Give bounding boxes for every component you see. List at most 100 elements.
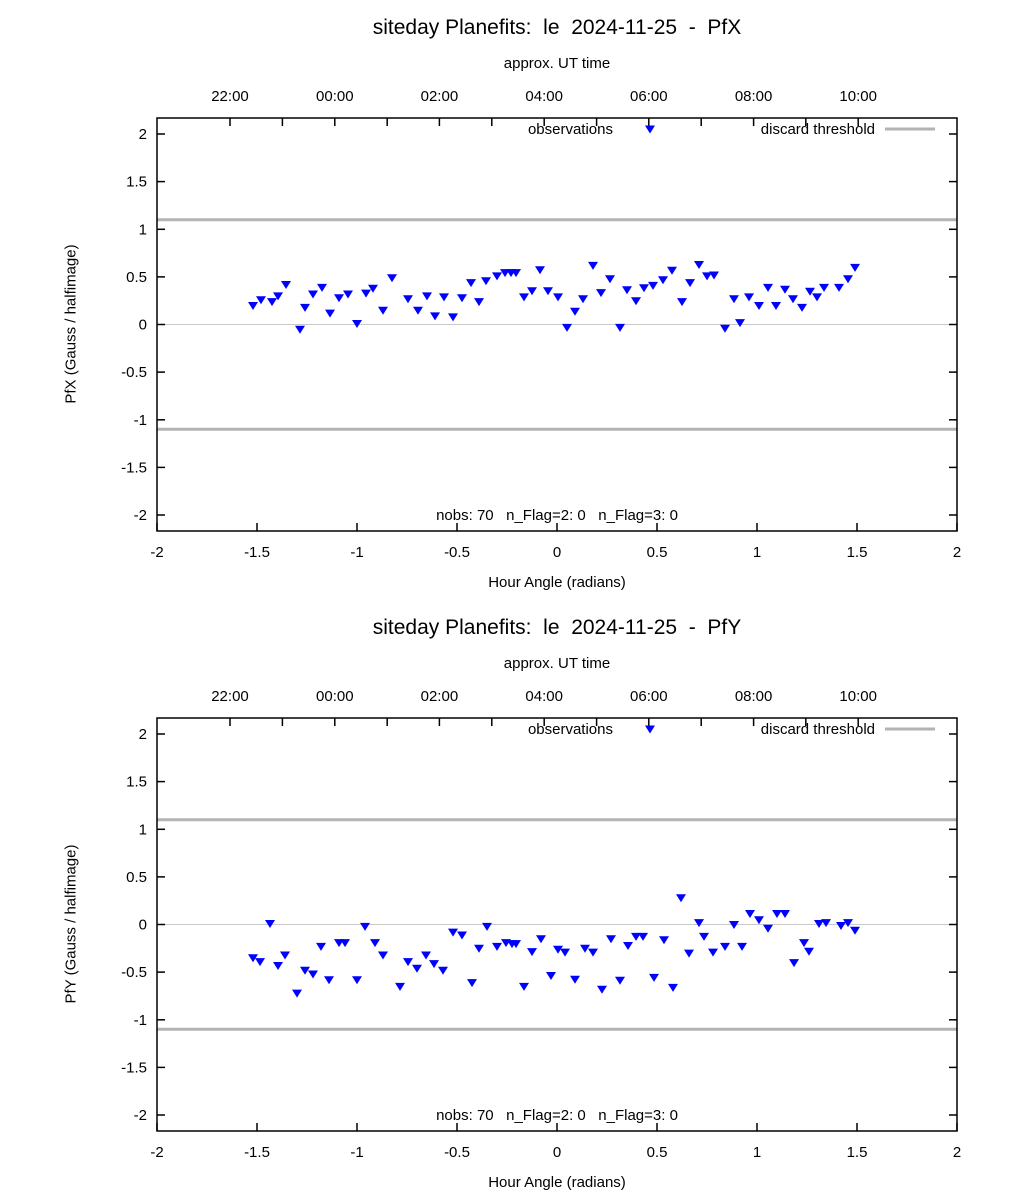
data-point [300, 303, 310, 312]
ut-tick-label: 06:00 [630, 88, 668, 105]
data-point [605, 275, 615, 284]
data-point [317, 283, 327, 292]
data-point [316, 942, 326, 951]
data-point [615, 976, 625, 985]
data-point [694, 261, 704, 269]
data-point [834, 283, 844, 292]
data-point [553, 945, 563, 954]
data-point [403, 295, 413, 304]
y-tick-label: -1 [134, 1012, 147, 1029]
data-point [430, 312, 440, 321]
ut-tick-label: 08:00 [735, 88, 773, 105]
data-point [292, 989, 302, 998]
data-point [300, 966, 310, 975]
chart-pfy: -2 -1.5 -1 -0.5 0 0.5 1 1.5 2 2 1.5 1 0.5 0 -0.5 -1 -1.5… [121, 688, 961, 1161]
data-point [709, 271, 719, 280]
data-point [677, 298, 687, 307]
chart-pfx: -2 -1.5 -1 -0.5 0 0.5 1 1.5 2 2 1.5 1 0.5 0 -0.5 -1 -1.5… [121, 88, 961, 561]
data-point [789, 959, 799, 968]
data-point [606, 935, 616, 944]
data-point [843, 919, 853, 928]
x-tick-label: -2 [150, 1144, 163, 1161]
data-point [511, 269, 521, 278]
x-tick-label: 0.5 [647, 544, 668, 561]
x-tick-label: 1.5 [847, 544, 868, 561]
data-point [814, 920, 824, 928]
legend-marker-observations [645, 125, 655, 134]
y-tick-label: -2 [134, 507, 147, 524]
x-tick-label: -1.5 [244, 544, 270, 561]
data-point [668, 983, 678, 992]
data-point [308, 290, 318, 299]
data-point [457, 931, 467, 940]
data-point [395, 982, 405, 991]
data-point [780, 285, 790, 294]
data-point [578, 295, 588, 304]
data-point [812, 293, 822, 302]
y-tick-label: 2 [139, 726, 147, 743]
ut-tick-label: 02:00 [421, 88, 459, 105]
legend-label-observations: observations [528, 721, 613, 738]
data-point [788, 295, 798, 304]
data-point [413, 306, 423, 315]
data-point [588, 948, 598, 957]
data-point [580, 944, 590, 953]
data-point [729, 295, 739, 304]
x-tick-label: 1 [753, 1144, 761, 1161]
data-point [649, 973, 659, 982]
ut-tick-label: 22:00 [211, 88, 249, 105]
data-point [368, 284, 378, 293]
data-point [273, 962, 283, 970]
x-tick-label: -0.5 [444, 544, 470, 561]
data-point [763, 924, 773, 933]
data-point [737, 942, 747, 951]
data-point [694, 919, 704, 928]
x-axis-label-pfy: Hour Angle (radians) [488, 1174, 626, 1191]
data-point [763, 283, 773, 292]
x-tick-label: -1.5 [244, 1144, 270, 1161]
panel-pfy: siteday Planefits: le 2024-11-25 - PfY a… [0, 600, 1024, 1200]
data-point [631, 297, 641, 306]
data-point [819, 283, 829, 292]
data-point [308, 970, 318, 979]
ut-tick-label: 22:00 [211, 688, 249, 705]
ut-tick-label: 02:00 [421, 688, 459, 705]
data-point [352, 320, 362, 328]
data-point [622, 286, 632, 295]
data-point [457, 294, 467, 303]
data-point [324, 976, 334, 985]
legend-label-discard-threshold: discard threshold [761, 121, 875, 138]
data-point [658, 276, 668, 285]
data-point [638, 932, 648, 941]
data-point [562, 323, 572, 332]
data-point [256, 296, 266, 305]
data-point [804, 947, 814, 956]
data-point [467, 979, 477, 988]
x-tick-label: 0.5 [647, 1144, 668, 1161]
data-point [295, 325, 305, 334]
data-point [615, 323, 625, 332]
ut-tick-label: 00:00 [316, 88, 354, 105]
data-point [850, 263, 860, 272]
panel-pfx: siteday Planefits: le 2024-11-25 - PfX a… [63, 16, 962, 591]
data-point [474, 944, 484, 953]
data-point [334, 294, 344, 303]
data-point [588, 261, 598, 270]
data-point [659, 936, 669, 945]
x-tick-label: 0 [553, 544, 561, 561]
data-point [623, 942, 633, 950]
data-point [325, 309, 335, 318]
y-tick-label: -0.5 [121, 964, 147, 981]
data-point [536, 935, 546, 944]
data-point [378, 306, 388, 315]
y-tick-label: 1 [139, 821, 147, 838]
data-point [267, 298, 277, 307]
data-point [422, 292, 432, 301]
data-point [699, 932, 709, 941]
data-point [570, 975, 580, 984]
data-point [352, 976, 362, 985]
data-point [570, 307, 580, 316]
ut-axis-title-pfx: approx. UT time [503, 55, 611, 72]
data-point [597, 985, 607, 994]
